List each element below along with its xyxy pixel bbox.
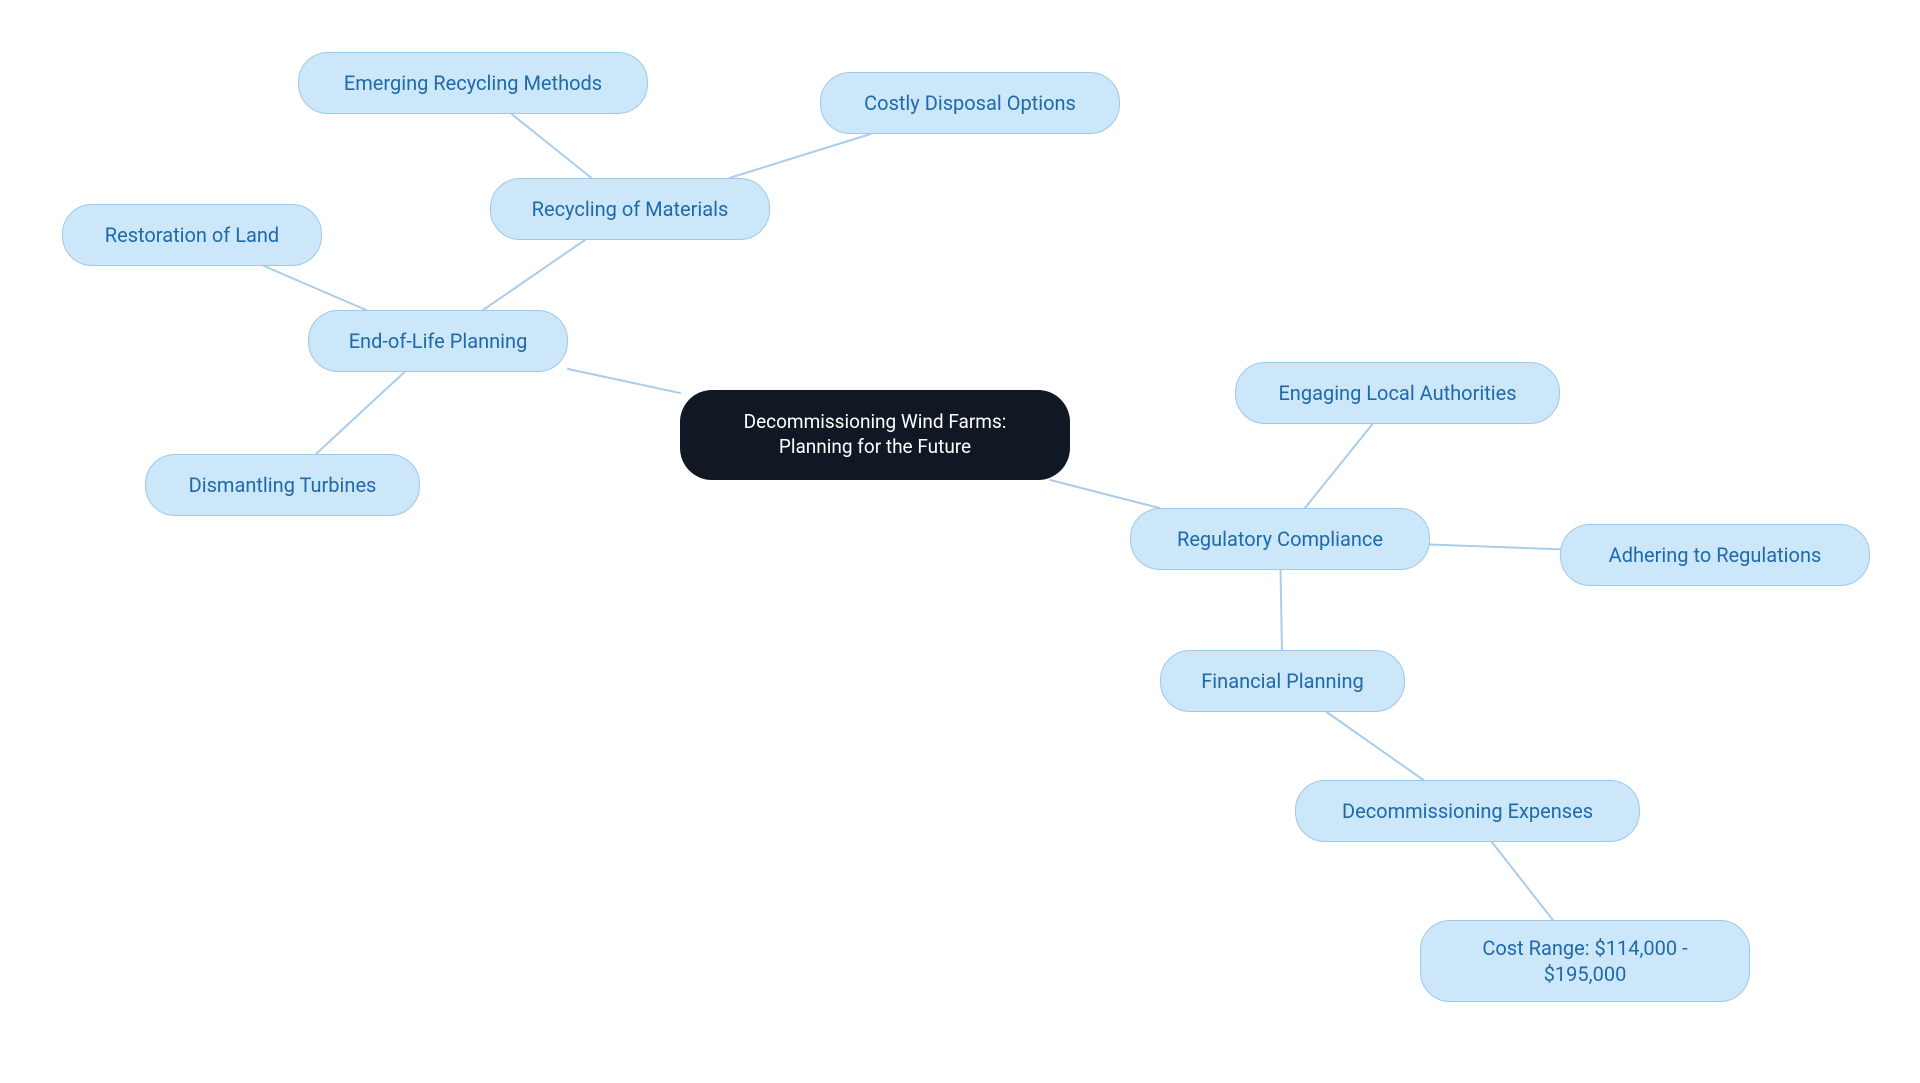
edge	[1305, 424, 1373, 508]
node-decommissioning-expenses: Decommissioning Expenses	[1295, 780, 1640, 842]
edge	[1430, 545, 1560, 550]
node-label: Decommissioning Expenses	[1342, 798, 1593, 824]
node-dismantling-turbines: Dismantling Turbines	[145, 454, 420, 516]
edge	[316, 372, 405, 454]
node-label: Emerging Recycling Methods	[344, 70, 602, 96]
node-label: Costly Disposal Options	[864, 90, 1076, 116]
node-engaging-local-authorities: Engaging Local Authorities	[1235, 362, 1560, 424]
node-root: Decommissioning Wind Farms:Planning for …	[680, 390, 1070, 480]
node-label: Restoration of Land	[105, 222, 279, 248]
node-emerging-recycling-methods: Emerging Recycling Methods	[298, 52, 648, 114]
node-cost-range: Cost Range: $114,000 -$195,000	[1420, 920, 1750, 1002]
node-recycling-of-materials: Recycling of Materials	[490, 178, 770, 240]
node-restoration-of-land: Restoration of Land	[62, 204, 322, 266]
node-label: Adhering to Regulations	[1609, 542, 1822, 568]
node-end-of-life-planning: End-of-Life Planning	[308, 310, 568, 372]
node-label: Financial Planning	[1201, 668, 1364, 694]
edge	[1327, 712, 1424, 780]
node-label: Engaging Local Authorities	[1278, 380, 1516, 406]
node-regulatory-compliance: Regulatory Compliance	[1130, 508, 1430, 570]
node-label: Dismantling Turbines	[189, 472, 377, 498]
node-label: Decommissioning Wind Farms:Planning for …	[744, 410, 1007, 459]
edge	[1492, 842, 1553, 920]
mindmap-canvas: Decommissioning Wind Farms:Planning for …	[0, 0, 1920, 1083]
node-adhering-to-regulations: Adhering to Regulations	[1560, 524, 1870, 586]
edge	[264, 266, 366, 310]
node-label: End-of-Life Planning	[349, 328, 528, 354]
edge	[1050, 480, 1159, 508]
edge	[512, 114, 592, 178]
edge	[483, 240, 585, 310]
node-label: Regulatory Compliance	[1177, 526, 1383, 552]
edge	[568, 369, 680, 393]
node-costly-disposal-options: Costly Disposal Options	[820, 72, 1120, 134]
edge	[1281, 570, 1282, 650]
edge	[729, 134, 870, 178]
node-label: Recycling of Materials	[532, 196, 729, 222]
node-financial-planning: Financial Planning	[1160, 650, 1405, 712]
node-label: Cost Range: $114,000 -$195,000	[1482, 935, 1687, 987]
